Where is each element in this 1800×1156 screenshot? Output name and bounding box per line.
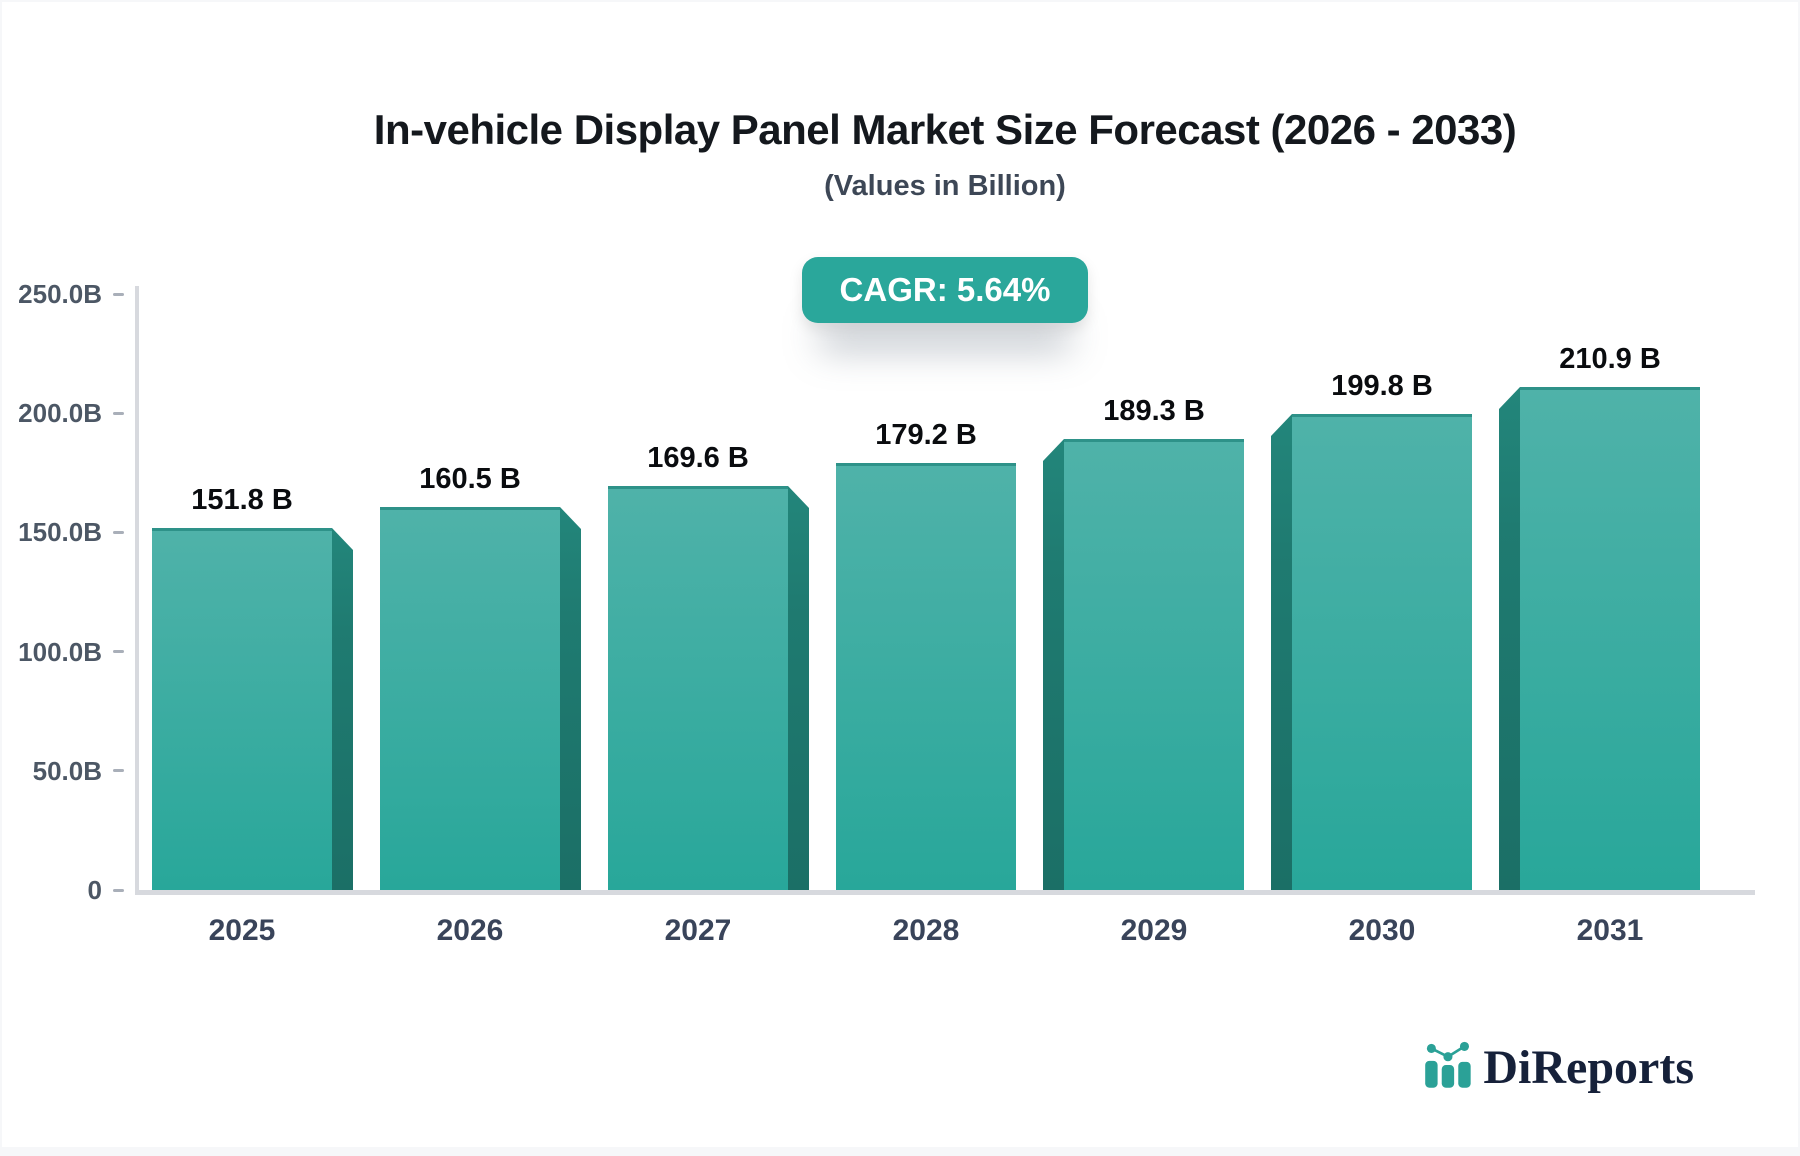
y-axis-tick-mark <box>113 411 124 415</box>
x-axis-label-2029: 2029 <box>1120 914 1188 947</box>
cagr-badge: CAGR: 5.64% <box>801 257 1089 323</box>
chart-subtitle: (Values in Billion) <box>824 170 1066 202</box>
bar-face <box>152 528 332 890</box>
bar-2030[interactable]: 199.8 B <box>1271 370 1472 890</box>
bar-face <box>608 486 788 890</box>
bar-value-label: 199.8 B <box>1331 370 1433 402</box>
y-axis-tick-label: 0 <box>87 875 102 905</box>
bar-3d-side <box>1043 439 1064 890</box>
plot-area: 0 50.0B 100.0B 150.0B 200.0B 250.0B 151.8 B 202… <box>18 279 1755 947</box>
y-axis-tick-mark <box>113 769 124 773</box>
bar-face <box>1520 387 1700 890</box>
x-axis-label-2030: 2030 <box>1348 914 1416 947</box>
y-axis-tick-label: 100.0B <box>18 636 102 667</box>
mini-bar-line-chart-icon <box>1425 1041 1472 1088</box>
direports-logo-text: DiReports <box>1483 1041 1694 1094</box>
bar-3d-side <box>1499 387 1520 890</box>
bar-face <box>836 463 1016 890</box>
bar-value-label: 169.6 B <box>647 442 749 474</box>
bar-2025[interactable]: 151.8 B <box>152 484 353 890</box>
bar-value-label: 210.9 B <box>1559 343 1661 375</box>
cagr-badge-wrap: CAGR: 5.64% <box>135 257 1755 323</box>
bar-2026[interactable]: 160.5 B <box>380 463 581 890</box>
y-axis-tick-mark <box>113 292 124 296</box>
bar-3d-side <box>788 486 809 890</box>
bar-2031[interactable]: 210.9 B <box>1499 343 1700 890</box>
y-axis-line <box>135 286 139 893</box>
y-axis-tick-mark <box>113 650 124 654</box>
y-axis-tick-label: 150.0B <box>18 517 102 548</box>
bar-value-label: 151.8 B <box>191 484 293 516</box>
chart-title: In-vehicle Display Panel Market Size For… <box>373 106 1517 153</box>
bar-2028[interactable]: 179.2 B <box>836 419 1016 890</box>
x-axis-label-2027: 2027 <box>664 914 732 947</box>
x-axis-label-2028: 2028 <box>892 914 960 947</box>
bar-value-label: 189.3 B <box>1103 395 1205 427</box>
bar-face <box>380 507 560 890</box>
x-axis-label-2031: 2031 <box>1576 914 1644 947</box>
x-axis-label-2025: 2025 <box>208 914 276 947</box>
bar-3d-side <box>1271 414 1292 890</box>
y-axis-tick-label: 200.0B <box>18 398 102 429</box>
bar-value-label: 160.5 B <box>419 463 521 495</box>
y-axis-tick-mark <box>113 888 124 892</box>
x-axis-label-2026: 2026 <box>436 914 504 947</box>
y-axis-tick-label: 250.0B <box>18 279 102 309</box>
bar-3d-side <box>560 507 581 890</box>
direports-logo: DiReports <box>1424 1030 1694 1096</box>
bar-3d-side <box>332 528 353 890</box>
y-axis-tick-label: 50.0B <box>32 755 102 786</box>
bar-face <box>1064 439 1244 890</box>
bar-face <box>1292 414 1472 890</box>
bar-2029[interactable]: 189.3 B <box>1043 395 1244 890</box>
y-axis-tick-mark <box>113 530 124 534</box>
bar-value-label: 179.2 B <box>875 419 977 451</box>
x-axis-line <box>135 890 1755 895</box>
bar-2027[interactable]: 169.6 B <box>608 442 809 890</box>
